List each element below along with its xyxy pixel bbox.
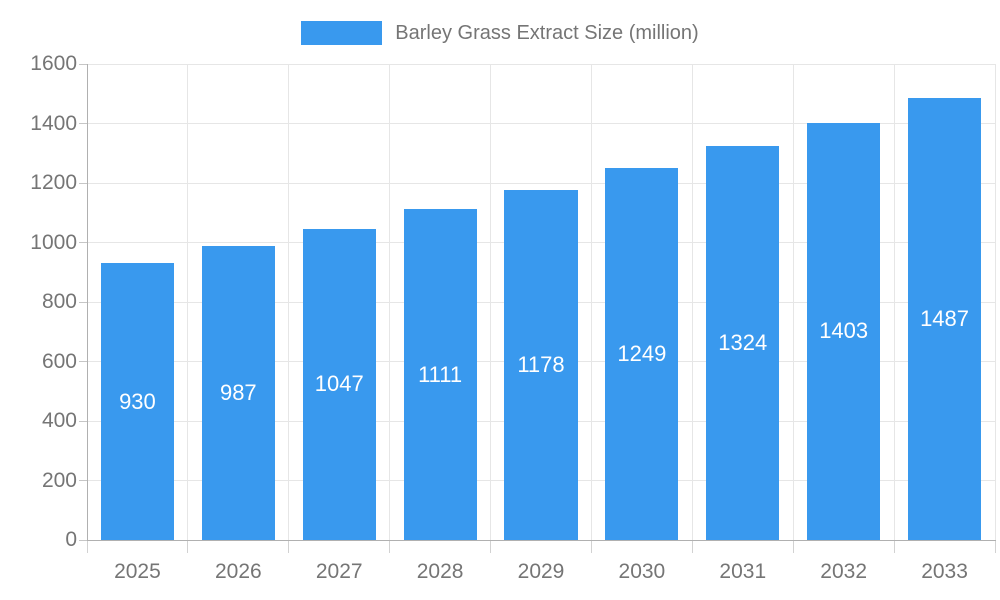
x-axis-label: 2029 [517,560,565,583]
bar-2029: 1178 [504,189,578,540]
y-axis-label: 1600 [30,52,77,75]
plot-area: 930 987 1047 1111 1178 1249 1324 1403 1487 [87,63,996,540]
bar-value-label: 1178 [517,351,565,377]
y-tick-mark [79,539,87,541]
y-tick-mark [79,242,87,243]
gridline-horizontal [87,182,995,184]
legend-swatch [301,21,383,45]
bar-2033: 1487 [907,97,982,540]
bar-2031: 1324 [706,146,780,540]
x-axis-label: 2025 [114,560,161,583]
y-tick-mark [79,123,87,124]
y-tick-mark [79,63,87,65]
bar-2030: 1249 [605,168,679,540]
x-tick-mark [893,541,895,553]
bar-value-label: 987 [219,380,257,406]
y-axis-label: 600 [41,349,77,373]
x-axis-label: 2032 [820,560,868,583]
x-axis-label: 2031 [719,560,767,583]
x-tick-mark [590,541,592,553]
gridline-vertical [590,64,592,540]
gridline-vertical [288,64,290,540]
bar-value-label: 1249 [617,341,667,367]
gridline-horizontal [87,63,995,65]
x-tick-mark [389,541,391,553]
gridline-vertical [490,64,492,540]
gridline-vertical [994,64,996,540]
y-axis-label: 1000 [30,230,77,254]
gridline-vertical [389,64,391,540]
bar-2025: 930 [100,263,174,540]
x-axis-label: 2027 [315,560,363,583]
bar-value-label: 1111 [418,361,463,387]
y-tick-mark [79,301,87,303]
y-tick-mark [79,361,87,362]
x-axis-label: 2033 [921,560,968,583]
y-tick-mark [79,182,87,184]
y-axis-label: 800 [41,290,77,313]
x-tick-mark [490,541,492,553]
gridline-vertical [893,64,895,540]
y-axis-label: 400 [41,409,77,432]
y-axis-line [87,64,88,552]
x-axis-label: 2030 [618,560,666,583]
bar-2032: 1403 [807,122,881,540]
y-axis-label: 200 [41,468,77,492]
bar-value-label: 1047 [314,371,364,397]
gridline-vertical [792,64,794,540]
bar-value-label: 930 [119,388,156,414]
y-axis-label: 1200 [30,171,77,194]
legend-label: Barley Grass Extract Size (million) [395,22,699,44]
x-axis-label: 2028 [416,560,464,583]
bar-value-label: 1324 [718,330,768,356]
bar-2026: 987 [201,246,275,540]
legend[interactable]: Barley Grass Extract Size (million) [0,20,1000,46]
x-axis-label: 2026 [214,560,262,583]
gridline-vertical [187,64,189,540]
gridline-horizontal [87,123,995,124]
bar-value-label: 1487 [920,305,970,331]
y-tick-mark [79,480,87,481]
x-tick-mark [288,541,290,553]
y-tick-mark [79,420,87,422]
x-axis-line [87,540,996,541]
gridline-vertical [691,64,693,540]
y-axis-label: 0 [65,528,77,551]
x-tick-mark [86,541,88,553]
bar-value-label: 1403 [819,318,869,344]
y-axis-label: 1400 [30,111,77,135]
bar-2027: 1047 [302,228,376,540]
x-tick-mark [187,541,189,553]
x-tick-mark [994,541,996,553]
x-tick-mark [792,541,794,553]
bar-2028: 1111 [403,209,477,540]
x-tick-mark [691,541,693,553]
